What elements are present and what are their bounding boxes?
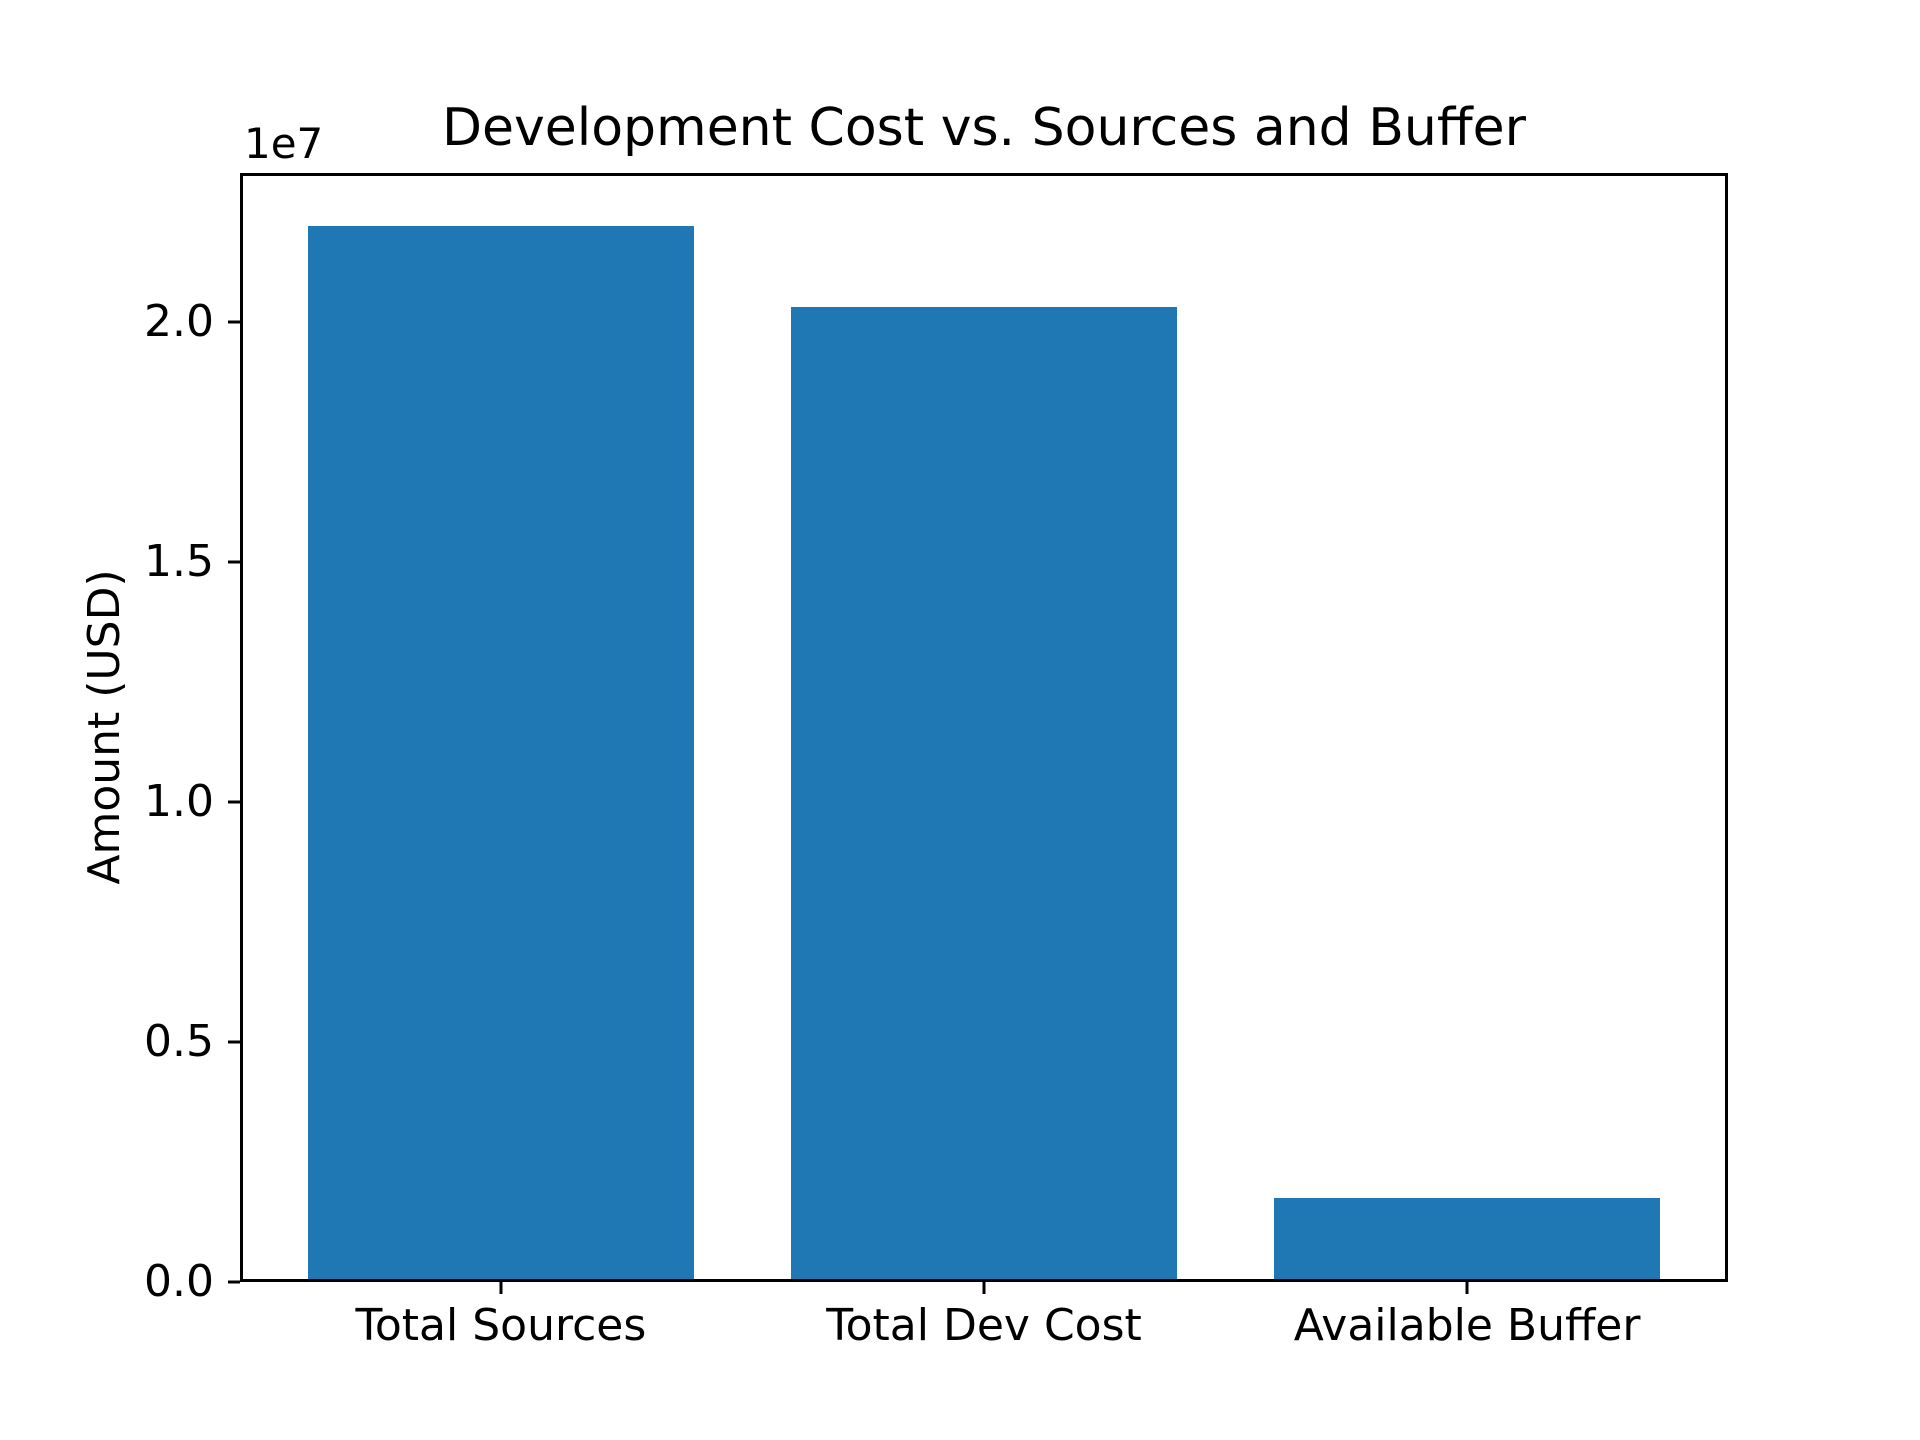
bar-total-dev-cost	[790, 307, 1178, 1282]
bar-total-sources	[307, 225, 695, 1282]
plot-area	[240, 173, 1728, 1282]
x-tick-mark	[499, 1282, 503, 1294]
y-tick-mark	[228, 800, 240, 804]
y-tick-label: 1.5	[144, 535, 214, 587]
y-tick-mark	[228, 1280, 240, 1284]
y-tick-mark	[228, 320, 240, 324]
y-tick-mark	[228, 1040, 240, 1044]
y-tick-label: 0.5	[144, 1015, 214, 1067]
y-tick-label: 2.0	[144, 295, 214, 347]
bar-available-buffer	[1273, 1198, 1661, 1282]
x-tick-label: Total Dev Cost	[826, 1300, 1142, 1351]
y-axis-label: Amount (USD)	[79, 569, 130, 885]
y-tick-mark	[228, 560, 240, 564]
chart-title: Development Cost vs. Sources and Buffer	[441, 98, 1527, 158]
x-tick-label: Total Sources	[355, 1300, 647, 1351]
y-tick-label: 0.0	[144, 1256, 214, 1307]
y-axis-offset-text: 1e7	[244, 119, 324, 168]
y-tick-label: 1.0	[144, 775, 214, 827]
x-tick-mark	[1465, 1282, 1469, 1294]
x-tick-label: Available Buffer	[1293, 1300, 1641, 1351]
bars-layer	[240, 173, 1728, 1282]
x-tick-mark	[982, 1282, 986, 1294]
